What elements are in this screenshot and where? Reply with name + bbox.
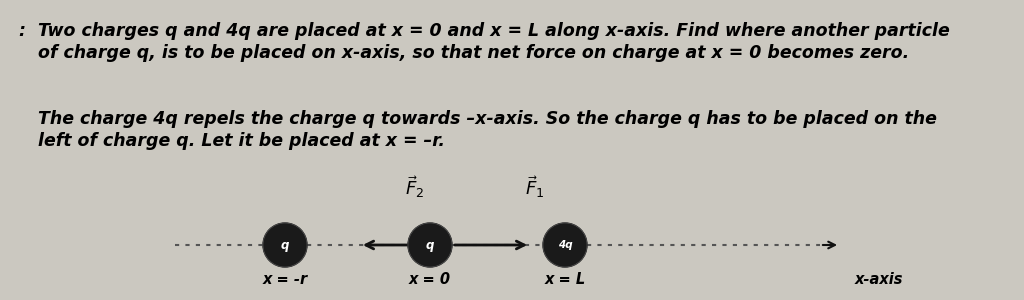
Circle shape bbox=[408, 223, 452, 267]
Text: The charge 4q repels the charge q towards –x-axis. So the charge q has to be pla: The charge 4q repels the charge q toward… bbox=[38, 110, 937, 128]
Text: x-axis: x-axis bbox=[855, 272, 903, 287]
Text: Two charges q and 4q are placed at x = 0 and x = L along x-axis. Find where anot: Two charges q and 4q are placed at x = 0… bbox=[38, 22, 949, 40]
Circle shape bbox=[543, 223, 587, 267]
Text: $\vec{F}_1$: $\vec{F}_1$ bbox=[525, 174, 545, 200]
Text: x = -r: x = -r bbox=[262, 272, 307, 287]
Text: x = 0: x = 0 bbox=[409, 272, 451, 287]
Text: $\vec{F}_2$: $\vec{F}_2$ bbox=[406, 174, 425, 200]
Text: :: : bbox=[18, 22, 25, 40]
Text: of charge q, is to be placed on x-axis, so that net force on charge at x = 0 bec: of charge q, is to be placed on x-axis, … bbox=[38, 44, 909, 62]
Text: left of charge q. Let it be placed at x = –r.: left of charge q. Let it be placed at x … bbox=[38, 132, 445, 150]
Text: q: q bbox=[426, 238, 434, 251]
Circle shape bbox=[263, 223, 307, 267]
Text: x = L: x = L bbox=[545, 272, 586, 287]
Text: q: q bbox=[281, 238, 289, 251]
Text: 4q: 4q bbox=[558, 240, 572, 250]
